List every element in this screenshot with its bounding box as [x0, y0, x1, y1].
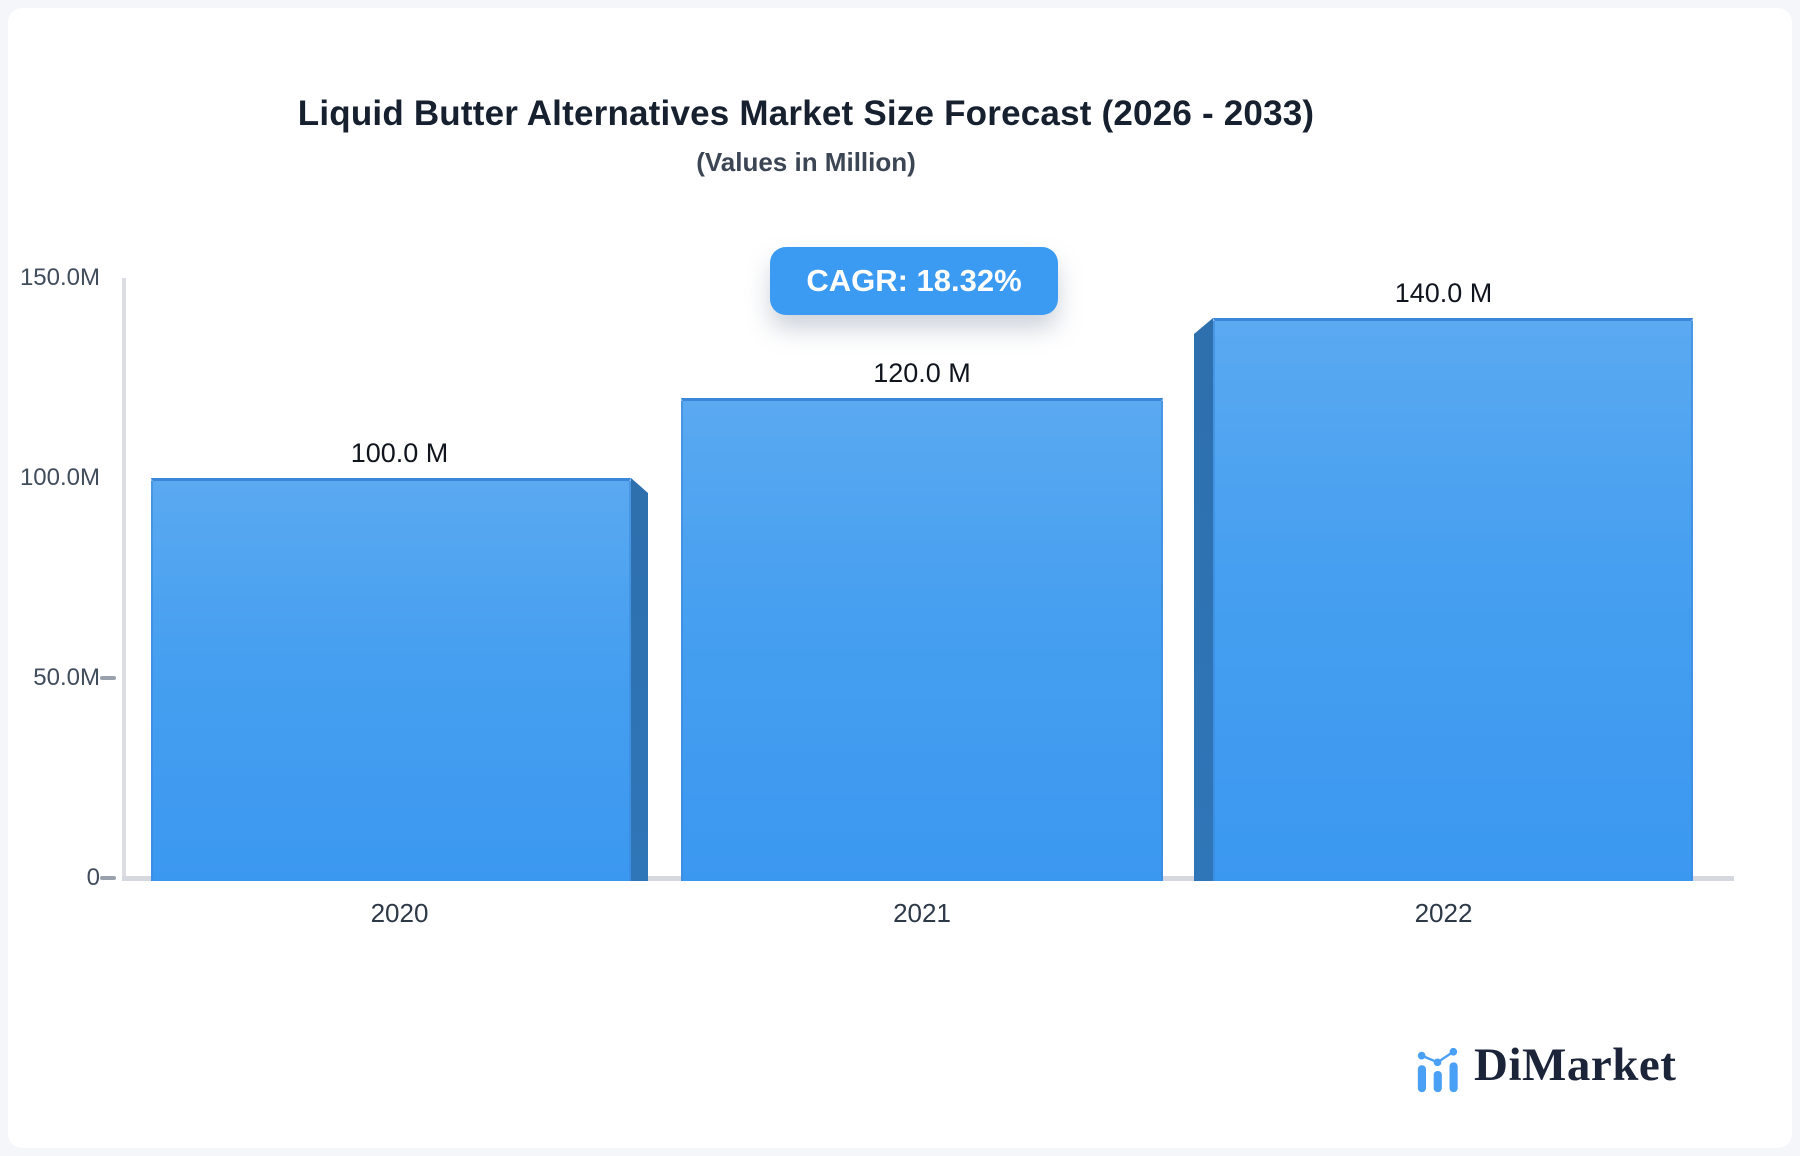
bar-2021 [681, 398, 1163, 881]
bar-value-label: 100.0 M [350, 438, 449, 468]
y-tick-label: 100.0M [19, 464, 100, 491]
chart-title: Liquid Butter Alternatives Market Size F… [297, 94, 1315, 133]
bar-2020 [151, 478, 631, 881]
bar-value-label: 120.0 M [873, 358, 971, 388]
logo: DiMarket [1412, 1038, 1732, 1108]
bar-side-face-2022 [1194, 318, 1213, 881]
bar-2022 [1213, 318, 1693, 881]
y-tick-dash [100, 676, 116, 680]
y-tick-label: 150.0M [19, 264, 100, 291]
mini-bar-chart-icon [1417, 1047, 1458, 1093]
x-axis-label: 2021 [893, 898, 951, 928]
bar-side-face-2020 [631, 478, 648, 881]
y-tick-dash [100, 876, 116, 880]
x-axis-label: 2022 [1414, 898, 1473, 928]
logo-text: DiMarket [1474, 1039, 1677, 1091]
chart-subtitle: (Values in Million) [696, 147, 916, 177]
cagr-badge: CAGR: 18.32% [770, 247, 1058, 315]
y-axis-line [122, 278, 126, 878]
bar-value-label: 140.0 M [1394, 278, 1493, 308]
y-tick-label: 50.0M [33, 664, 100, 691]
y-tick-label: 0 [86, 864, 100, 891]
x-axis-label: 2020 [370, 898, 429, 928]
